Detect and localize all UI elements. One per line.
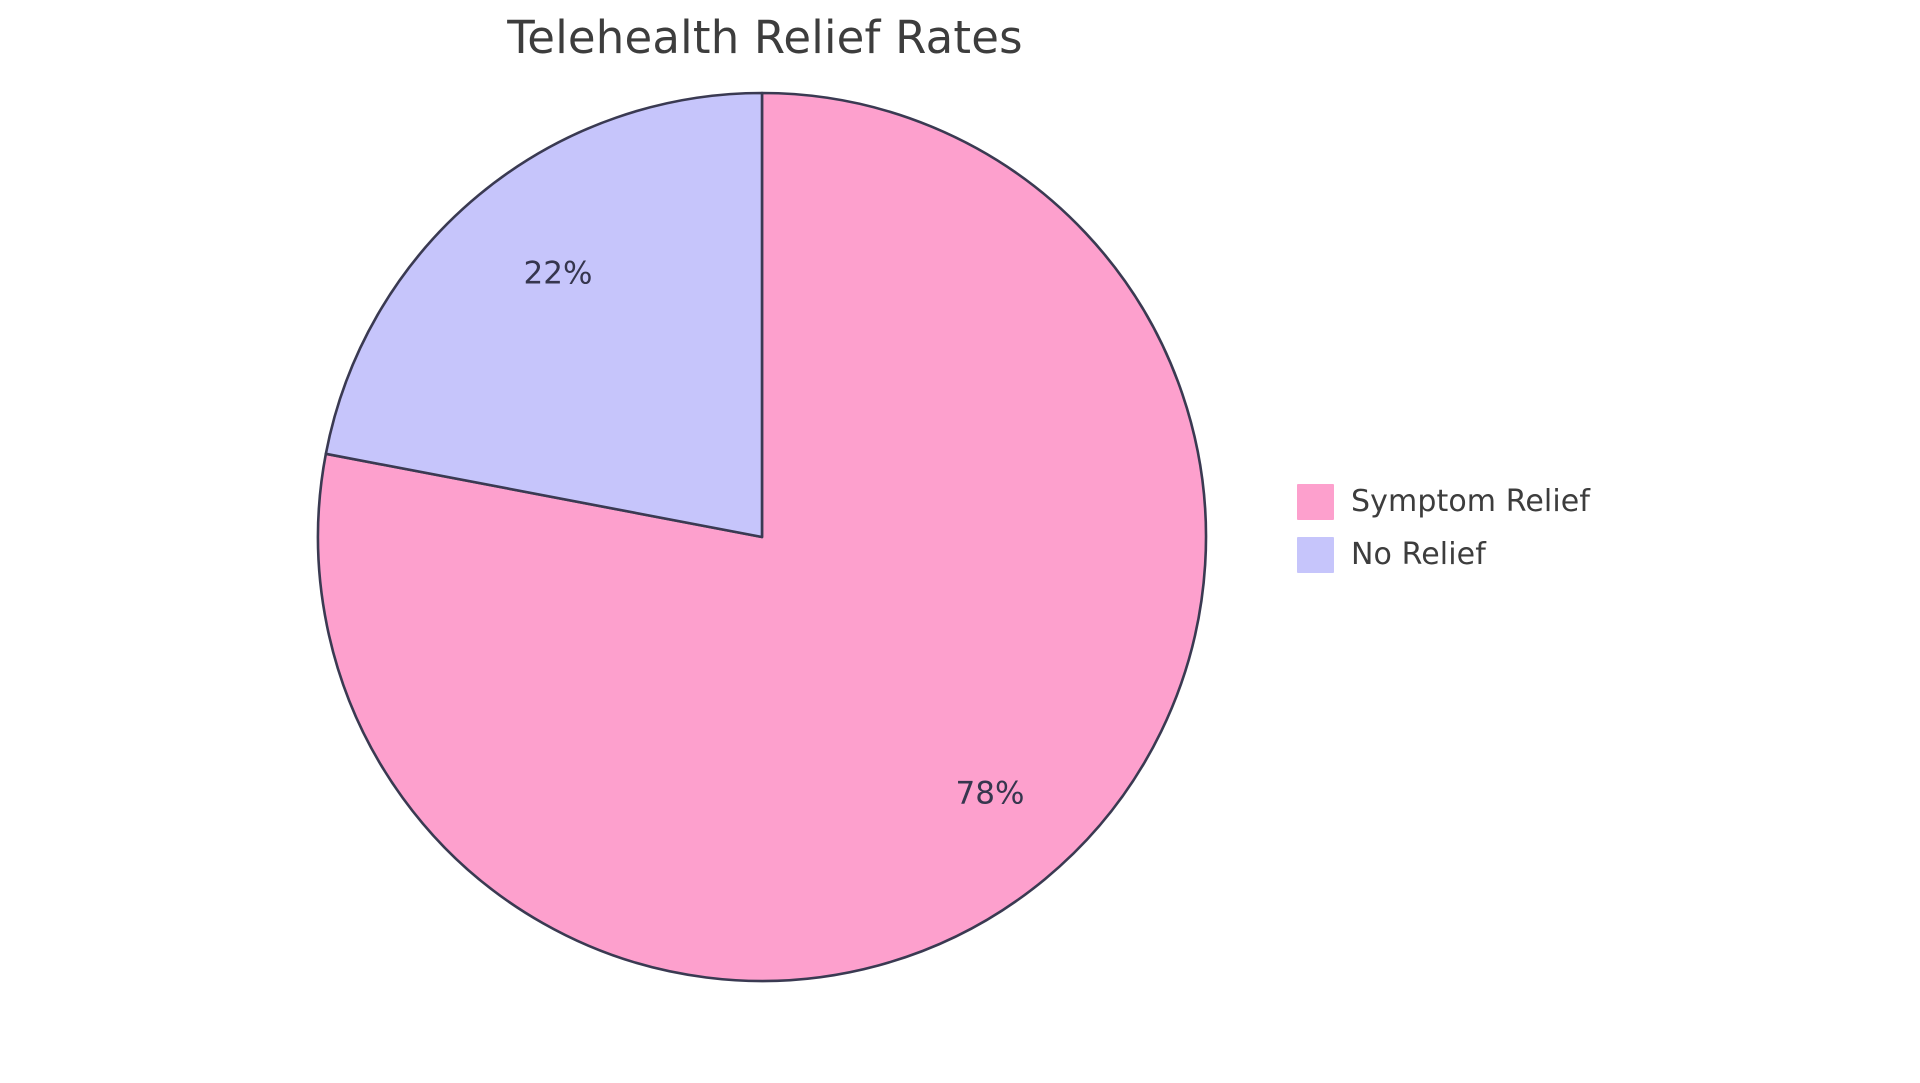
legend-swatch-icon bbox=[1297, 484, 1334, 520]
page-title: Telehealth Relief Rates bbox=[507, 11, 1023, 64]
pie-slices-group bbox=[316, 91, 1208, 983]
legend-item-label: No Relief bbox=[1351, 537, 1486, 572]
legend-item-label: Symptom Relief bbox=[1351, 484, 1590, 519]
legend-item[interactable]: Symptom Relief bbox=[1297, 484, 1590, 520]
pie-slice-labels-group: 78% 22% bbox=[524, 256, 1025, 812]
chart-legend: Symptom Relief No Relief bbox=[1297, 484, 1590, 573]
legend-item[interactable]: No Relief bbox=[1297, 537, 1590, 573]
pie-slice[interactable] bbox=[316, 91, 1208, 983]
legend-swatch-icon bbox=[1297, 537, 1334, 573]
pie-slice-label: 22% bbox=[524, 256, 593, 292]
pie-slice[interactable] bbox=[324, 91, 764, 539]
pie-slice-label: 78% bbox=[956, 776, 1025, 812]
